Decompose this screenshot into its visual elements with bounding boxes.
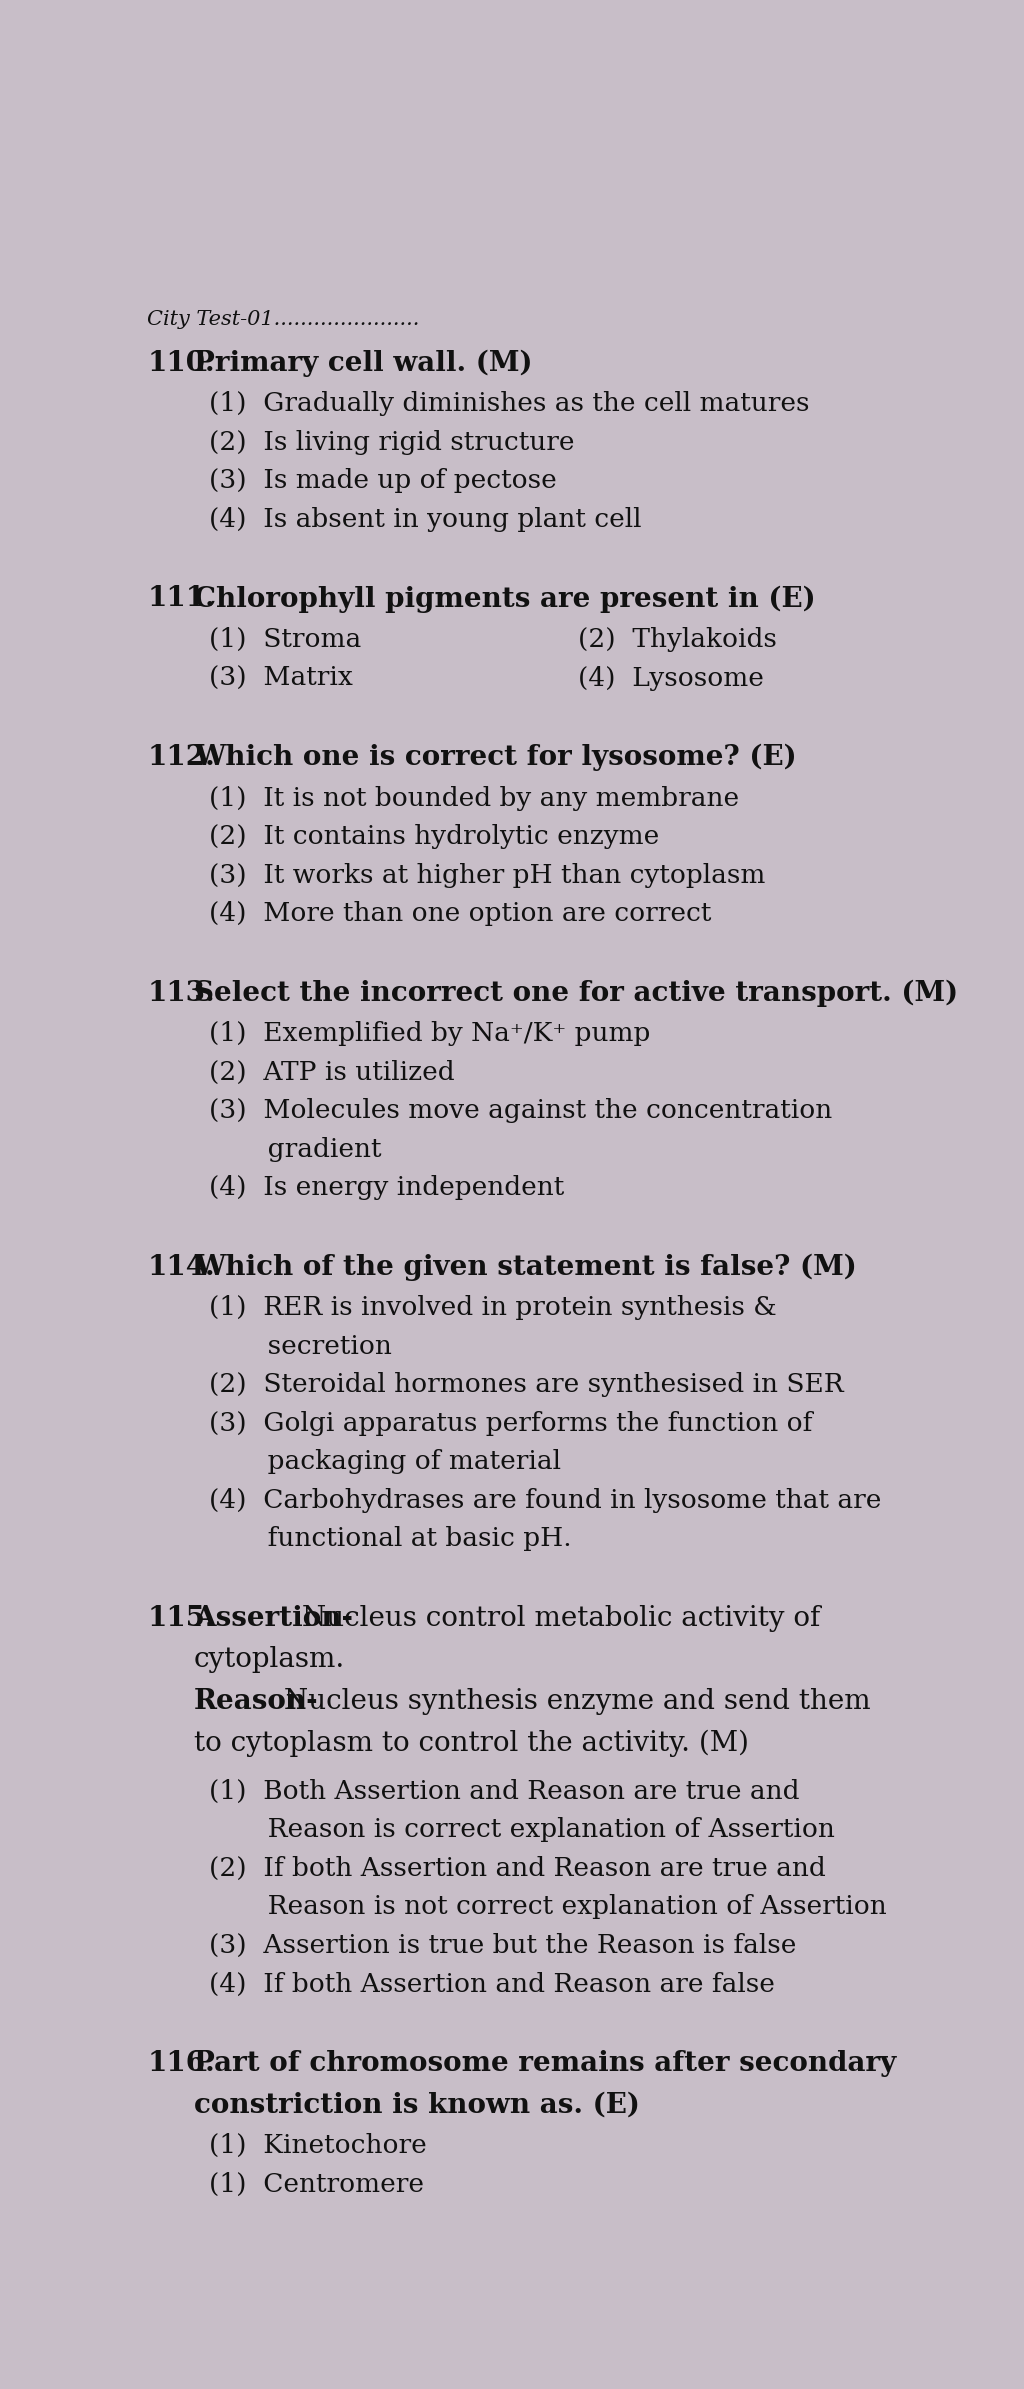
Text: (2)  If both Assertion and Reason are true and: (2) If both Assertion and Reason are tru… [209,1856,826,1880]
Text: gradient: gradient [209,1137,382,1161]
Text: (3)  Is made up of pectose: (3) Is made up of pectose [209,468,557,495]
Text: City Test-01......................: City Test-01...................... [147,311,420,330]
Text: (3)  Molecules move against the concentration: (3) Molecules move against the concentra… [209,1099,833,1123]
Text: (3)  Golgi apparatus performs the function of: (3) Golgi apparatus performs the functio… [209,1412,813,1436]
Text: (1)  Gradually diminishes as the cell matures: (1) Gradually diminishes as the cell mat… [209,392,810,416]
Text: (1)  Kinetochore: (1) Kinetochore [209,2133,427,2157]
Text: (4)  Is absent in young plant cell: (4) Is absent in young plant cell [209,506,642,533]
Text: (1)  Both Assertion and Reason are true and: (1) Both Assertion and Reason are true a… [209,1780,800,1804]
Text: (3)  It works at higher pH than cytoplasm: (3) It works at higher pH than cytoplasm [209,862,766,889]
Text: (2)  It contains hydrolytic enzyme: (2) It contains hydrolytic enzyme [209,824,659,848]
Text: (4)  Is energy independent: (4) Is energy independent [209,1175,564,1199]
Text: Part of chromosome remains after secondary: Part of chromosome remains after seconda… [194,2050,896,2076]
Text: 113.: 113. [147,979,215,1006]
Text: (1)  It is not bounded by any membrane: (1) It is not bounded by any membrane [209,786,739,810]
Text: Primary cell wall. (M): Primary cell wall. (M) [194,349,532,377]
Text: Reason is correct explanation of Assertion: Reason is correct explanation of Asserti… [209,1818,836,1842]
Text: (1)  Exemplified by Na⁺/K⁺ pump: (1) Exemplified by Na⁺/K⁺ pump [209,1020,650,1046]
Text: 114.: 114. [147,1254,215,1281]
Text: Reason-: Reason- [194,1689,318,1715]
Text: constriction is known as. (E): constriction is known as. (E) [194,2090,640,2119]
Text: Reason is not correct explanation of Assertion: Reason is not correct explanation of Ass… [209,1894,887,1918]
Text: Assertion-: Assertion- [194,1605,353,1632]
Text: Nucleus control metabolic activity of: Nucleus control metabolic activity of [293,1605,820,1632]
Text: 110.: 110. [147,349,215,377]
Text: (2)  Steroidal hormones are synthesised in SER: (2) Steroidal hormones are synthesised i… [209,1371,844,1398]
Text: 112.: 112. [147,743,215,772]
Text: cytoplasm.: cytoplasm. [194,1646,345,1675]
Text: (4)  Carbohydrases are found in lysosome that are: (4) Carbohydrases are found in lysosome … [209,1488,882,1512]
Text: (2)  Thylakoids: (2) Thylakoids [578,626,776,652]
Text: (4)  Lysosome: (4) Lysosome [578,667,763,690]
Text: 111.: 111. [147,585,215,612]
Text: Chlorophyll pigments are present in (E): Chlorophyll pigments are present in (E) [194,585,815,614]
Text: (1)  Stroma: (1) Stroma [209,626,361,652]
Text: (4)  If both Assertion and Reason are false: (4) If both Assertion and Reason are fal… [209,1971,775,1997]
Text: Which one is correct for lysosome? (E): Which one is correct for lysosome? (E) [194,743,797,772]
Text: functional at basic pH.: functional at basic pH. [209,1527,572,1550]
Text: 115.: 115. [147,1605,215,1632]
Text: (2)  ATP is utilized: (2) ATP is utilized [209,1061,455,1085]
Text: Nucleus synthesis enzyme and send them: Nucleus synthesis enzyme and send them [275,1689,870,1715]
Text: Which of the given statement is false? (M): Which of the given statement is false? (… [194,1254,857,1281]
Text: to cytoplasm to control the activity. (M): to cytoplasm to control the activity. (M… [194,1730,749,1756]
Text: (4)  More than one option are correct: (4) More than one option are correct [209,901,712,927]
Text: (2)  Is living rigid structure: (2) Is living rigid structure [209,430,574,454]
Text: (1)  Centromere: (1) Centromere [209,2172,424,2195]
Text: Select the incorrect one for active transport. (M): Select the incorrect one for active tran… [194,979,958,1008]
Text: packaging of material: packaging of material [209,1450,561,1474]
Text: (3)  Assertion is true but the Reason is false: (3) Assertion is true but the Reason is … [209,1933,797,1959]
Text: (3)  Matrix: (3) Matrix [209,667,353,690]
Text: 116.: 116. [147,2050,215,2076]
Text: secretion: secretion [209,1333,392,1359]
Text: (1)  RER is involved in protein synthesis &: (1) RER is involved in protein synthesis… [209,1295,777,1321]
